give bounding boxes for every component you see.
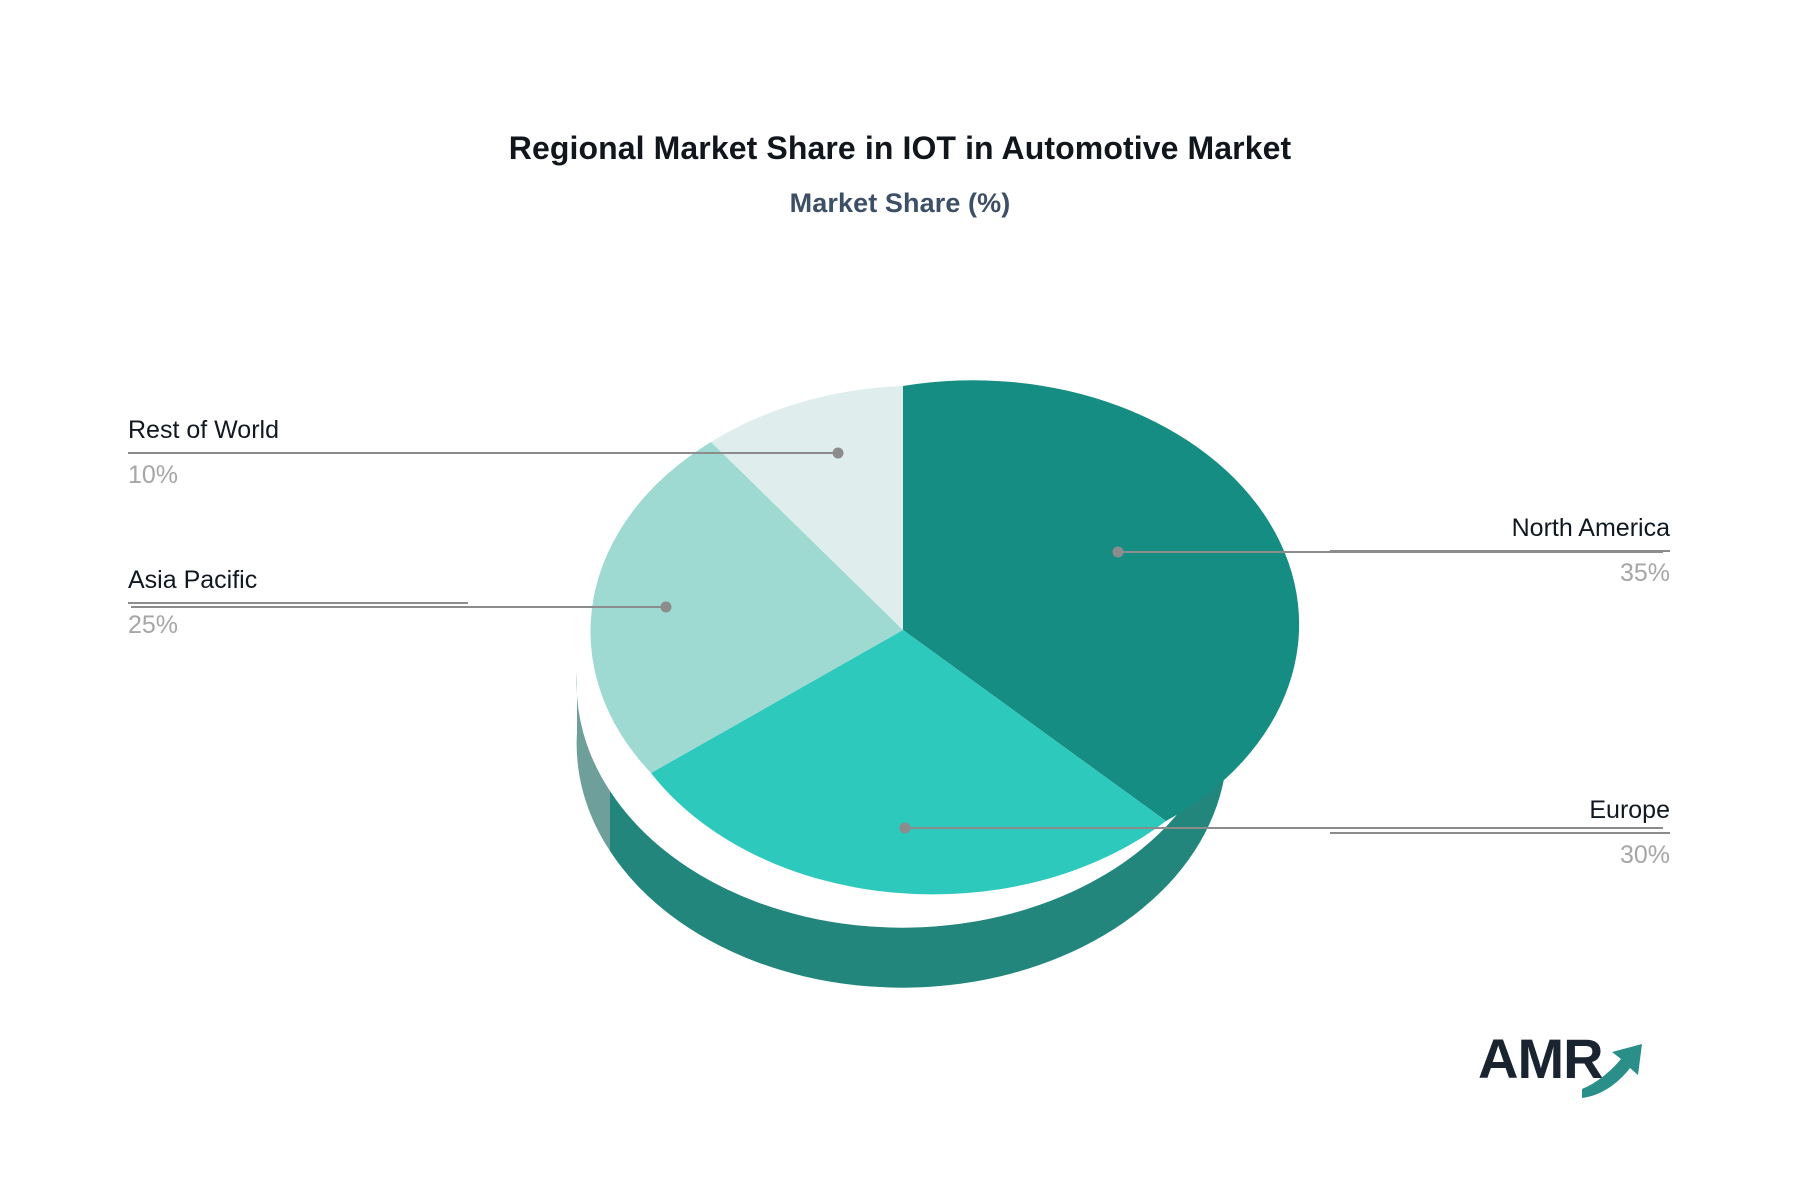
amr-logo-text: AMR (1478, 1027, 1603, 1090)
pie-side-europe (610, 706, 1226, 988)
pie-slice-rest-of-world (711, 386, 903, 630)
callout-rule-asia-pacific (128, 602, 468, 604)
callout-rule-rest-of-world (128, 452, 468, 454)
callout-rule-north-america (1330, 550, 1670, 552)
callout-value-asia-pacific: 25% (128, 611, 179, 639)
callout-label-north-america: North America (1511, 514, 1670, 542)
amr-logo: AMR (1478, 1026, 1663, 1106)
callout-value-europe: 30% (1619, 841, 1670, 869)
leader-dot-north-america (1112, 546, 1124, 558)
leader-dot-europe (899, 822, 911, 834)
pie-slice-north-america (903, 380, 1300, 821)
callout-europe: Europe 30% (1330, 793, 1670, 872)
growth-arrow-icon (1582, 1044, 1642, 1098)
callout-label-europe: Europe (1589, 796, 1670, 824)
callout-asia-pacific: Asia Pacific 25% (128, 563, 468, 642)
leader-dots (660, 447, 1124, 834)
pie-slice-asia-pacific (590, 442, 903, 773)
pie-top-face (590, 380, 1300, 895)
callout-value-rest-of-world: 10% (128, 461, 179, 489)
callout-label-asia-pacific: Asia Pacific (128, 566, 258, 594)
callout-north-america: North America 35% (1330, 511, 1670, 590)
chart-subtitle: Market Share (%) (789, 188, 1011, 218)
chart-title: Regional Market Share in IOT in Automoti… (508, 130, 1292, 166)
leader-dot-asia-pacific (660, 601, 672, 613)
callout-label-rest-of-world: Rest of World (128, 416, 279, 444)
callout-value-north-america: 35% (1619, 559, 1670, 587)
callout-rule-europe (1330, 832, 1670, 834)
leader-dot-rest-of-world (832, 447, 844, 459)
callout-rest-of-world: Rest of World 10% (128, 413, 468, 492)
pie-side-asia-pacific (576, 672, 610, 851)
